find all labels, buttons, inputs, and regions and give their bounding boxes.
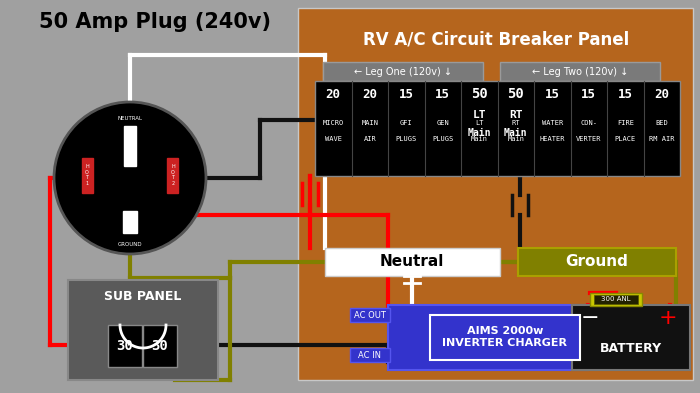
Text: PLUGS: PLUGS (432, 136, 454, 142)
Text: 20: 20 (363, 88, 377, 101)
Text: AIMS 2000w
INVERTER CHARGER: AIMS 2000w INVERTER CHARGER (442, 326, 568, 348)
Bar (123, 211, 137, 233)
Text: 15: 15 (545, 88, 560, 101)
Text: RT: RT (512, 120, 520, 126)
Bar (108, 325, 142, 367)
Text: H
O
T
1: H O T 1 (85, 164, 89, 186)
Text: WAVE: WAVE (325, 136, 342, 142)
Text: −: − (581, 308, 599, 328)
Bar (68, 280, 218, 380)
Text: CON-: CON- (580, 120, 597, 126)
Text: H
O
T
2: H O T 2 (171, 164, 175, 186)
Text: LT: LT (475, 120, 484, 126)
Text: 20: 20 (654, 88, 669, 101)
Text: BATTERY: BATTERY (600, 342, 662, 354)
Text: 15: 15 (581, 88, 596, 101)
Text: +: + (659, 308, 678, 328)
Bar (500, 62, 660, 81)
Bar (167, 158, 178, 193)
Text: ← Leg One (120v) ↓: ← Leg One (120v) ↓ (354, 67, 452, 77)
Bar (124, 126, 136, 166)
Text: PLACE: PLACE (615, 136, 636, 142)
Bar (82, 158, 93, 193)
Text: MICRO: MICRO (323, 120, 344, 126)
Text: LT: LT (473, 110, 486, 120)
Text: PLUGS: PLUGS (395, 136, 417, 142)
Text: 50: 50 (471, 87, 488, 101)
Text: 50: 50 (508, 87, 524, 101)
Bar (323, 62, 483, 81)
Text: RT: RT (509, 110, 522, 120)
Text: 15: 15 (435, 88, 450, 101)
Bar (430, 315, 580, 360)
Text: SUB PANEL: SUB PANEL (104, 290, 182, 303)
Text: Main: Main (470, 136, 488, 142)
Text: RV A/C Circuit Breaker Panel: RV A/C Circuit Breaker Panel (363, 31, 629, 49)
Text: Neutral: Neutral (380, 255, 444, 270)
Bar (143, 325, 177, 367)
Text: AIR: AIR (363, 136, 376, 142)
Text: 50 Amp Plug (240v): 50 Amp Plug (240v) (39, 12, 271, 32)
Text: 30: 30 (117, 339, 134, 353)
Text: 15: 15 (399, 88, 414, 101)
Text: GROUND: GROUND (118, 242, 142, 248)
Text: GFI: GFI (400, 120, 412, 126)
Bar (298, 8, 693, 380)
Text: NEUTRAL: NEUTRAL (118, 116, 143, 121)
Bar (518, 248, 676, 276)
Text: GEN: GEN (436, 120, 449, 126)
Text: Main: Main (468, 128, 491, 138)
Text: VERTER: VERTER (576, 136, 601, 142)
Text: AC OUT: AC OUT (354, 310, 386, 320)
Circle shape (55, 103, 205, 253)
Text: RM AIR: RM AIR (649, 136, 675, 142)
Bar (590, 293, 642, 306)
Text: HEATER: HEATER (540, 136, 565, 142)
Bar (572, 305, 690, 370)
Text: Main: Main (508, 136, 524, 142)
Text: 300 ANL: 300 ANL (601, 296, 631, 302)
Bar (315, 81, 680, 176)
Text: AC IN: AC IN (358, 351, 382, 360)
Text: Ground: Ground (566, 255, 629, 270)
Bar (325, 248, 500, 276)
Text: FIRE: FIRE (617, 120, 634, 126)
Text: BED: BED (655, 120, 668, 126)
Bar (350, 348, 390, 362)
Text: ← Leg Two (120v) ↓: ← Leg Two (120v) ↓ (532, 67, 628, 77)
Text: 15: 15 (617, 88, 633, 101)
Bar (350, 308, 390, 322)
Text: 20: 20 (326, 88, 341, 101)
Bar (388, 305, 588, 370)
Text: Main: Main (504, 128, 528, 138)
Bar (594, 295, 638, 304)
Text: MAIN: MAIN (361, 120, 378, 126)
Text: 30: 30 (152, 339, 169, 353)
Text: WATER: WATER (542, 120, 563, 126)
